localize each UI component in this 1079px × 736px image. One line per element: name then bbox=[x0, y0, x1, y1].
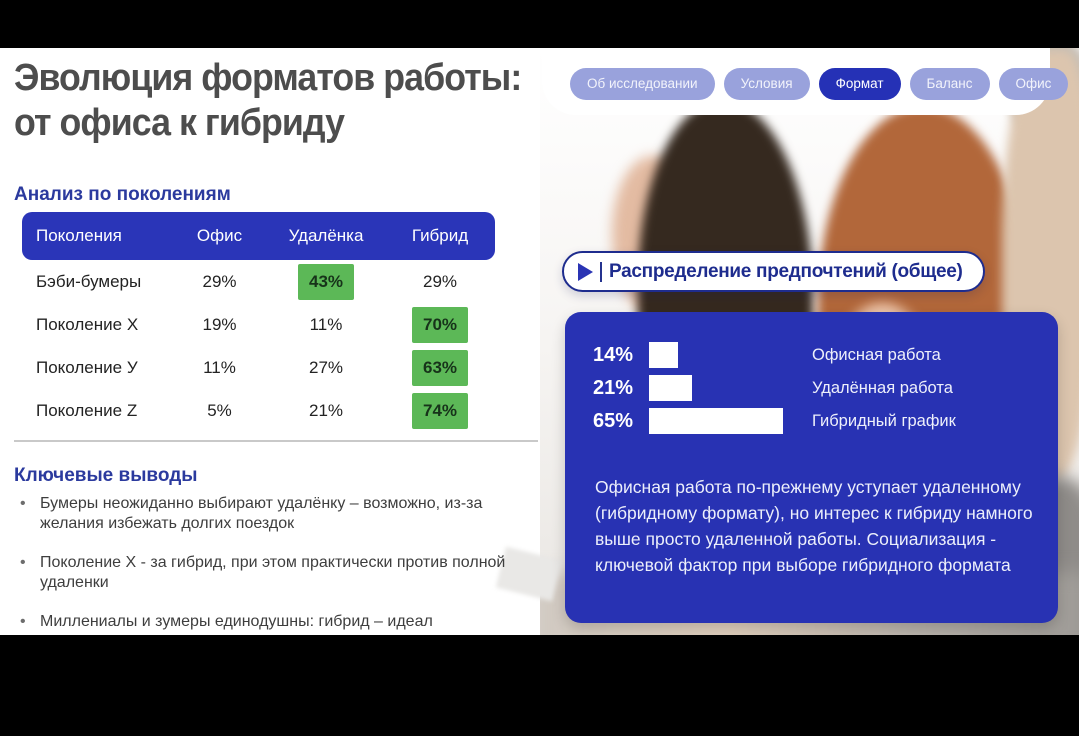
column-header-remote: Удалёнка bbox=[288, 226, 364, 245]
bar-percent: 14% bbox=[593, 344, 634, 366]
nav-tab-format[interactable]: Формат bbox=[818, 68, 901, 100]
slide-title: Эволюция форматов работы: от офиса к гиб… bbox=[14, 56, 522, 146]
cell-office: 29% bbox=[202, 271, 237, 291]
list-item: Бумеры неожиданно выбирают удалёнку – во… bbox=[18, 494, 516, 534]
cell-generation: Бэби-бумеры bbox=[36, 271, 142, 291]
column-header-generation: Поколения bbox=[36, 226, 122, 245]
highlight-cell: 63% bbox=[412, 349, 468, 386]
bar-remote bbox=[649, 375, 692, 401]
cell-hybrid-highlighted: 70% bbox=[385, 306, 495, 343]
highlight-cell: 43% bbox=[298, 263, 354, 300]
nav-tab-office[interactable]: Офис bbox=[998, 68, 1069, 100]
bar-row-office: 14% Офисная работа bbox=[593, 342, 1033, 368]
nav-tab-balance[interactable]: Баланс bbox=[909, 68, 990, 100]
bar-chart: 14% Офисная работа 21% Удалённая работа … bbox=[593, 342, 1033, 441]
presentation-slide: Об исследовании Условия Формат Баланс Оф… bbox=[0, 48, 1079, 635]
table-header-row: Поколения Офис Удалёнка Гибрид bbox=[22, 212, 495, 260]
cell-generation: Поколение X bbox=[36, 314, 139, 334]
cell-office: 19% bbox=[202, 314, 237, 334]
bar-percent: 21% bbox=[593, 377, 634, 399]
bar-label: Гибридный график bbox=[812, 412, 956, 430]
distribution-badge[interactable]: Распределение предпочтений (общее) bbox=[562, 251, 985, 292]
cell-office: 11% bbox=[203, 357, 236, 377]
bar-label: Удалённая работа bbox=[812, 379, 953, 397]
column-header-office: Офис bbox=[196, 226, 243, 245]
slide-navigation: Об исследовании Условия Формат Баланс Оф… bbox=[570, 68, 1069, 100]
bar-label: Офисная работа bbox=[812, 346, 941, 364]
distribution-panel: 14% Офисная работа 21% Удалённая работа … bbox=[565, 312, 1058, 623]
bar-office bbox=[649, 342, 678, 368]
cell-remote: 21% bbox=[308, 400, 344, 420]
cell-remote: 27% bbox=[308, 357, 344, 377]
badge-separator bbox=[600, 261, 602, 282]
column-header-hybrid: Гибрид bbox=[411, 226, 469, 245]
highlight-cell: 74% bbox=[412, 392, 468, 429]
generations-heading: Анализ по поколениям bbox=[14, 184, 231, 205]
cell-hybrid-highlighted: 74% bbox=[385, 392, 495, 429]
badge-label: Распределение предпочтений (общее) bbox=[609, 260, 963, 282]
cell-remote-highlighted: 43% bbox=[267, 263, 385, 300]
conclusions-heading: Ключевые выводы bbox=[14, 465, 198, 486]
cell-generation: Поколение У bbox=[36, 357, 138, 377]
slide-title-line1: Эволюция форматов работы: bbox=[14, 57, 522, 99]
cell-remote: 11% bbox=[309, 314, 343, 334]
section-divider bbox=[14, 440, 538, 442]
bar-row-remote: 21% Удалённая работа bbox=[593, 375, 1033, 401]
table-row: Бэби-бумеры 29% 43% 29% bbox=[22, 260, 495, 303]
cell-hybrid-highlighted: 63% bbox=[385, 349, 495, 386]
slide-title-line2: от офиса к гибриду bbox=[14, 102, 345, 144]
cell-generation: Поколение Z bbox=[36, 400, 138, 420]
highlight-cell: 70% bbox=[412, 306, 468, 343]
bar-row-hybrid: 65% Гибридный график bbox=[593, 408, 1033, 434]
nav-tab-about[interactable]: Об исследовании bbox=[570, 68, 715, 100]
table-row: Поколение X 19% 11% 70% bbox=[22, 303, 495, 346]
table-row: Поколение Z 5% 21% 74% bbox=[22, 389, 495, 432]
bar-percent: 65% bbox=[593, 410, 634, 432]
nav-tab-terms[interactable]: Условия bbox=[723, 68, 810, 100]
conclusions-list: Бумеры неожиданно выбирают удалёнку – во… bbox=[18, 494, 516, 635]
bar-hybrid bbox=[649, 408, 783, 434]
cell-hybrid: 29% bbox=[422, 271, 458, 291]
distribution-note: Офисная работа по-прежнему уступает удал… bbox=[595, 477, 1033, 575]
table-row: Поколение У 11% 27% 63% bbox=[22, 346, 495, 389]
play-icon bbox=[578, 262, 593, 281]
generations-table: Поколения Офис Удалёнка Гибрид Бэби-буме… bbox=[22, 212, 495, 432]
cell-office: 5% bbox=[207, 400, 232, 420]
list-item: Поколение X - за гибрид, при этом практи… bbox=[18, 553, 516, 593]
list-item: Миллениалы и зумеры единодушны: гибрид –… bbox=[18, 612, 516, 632]
